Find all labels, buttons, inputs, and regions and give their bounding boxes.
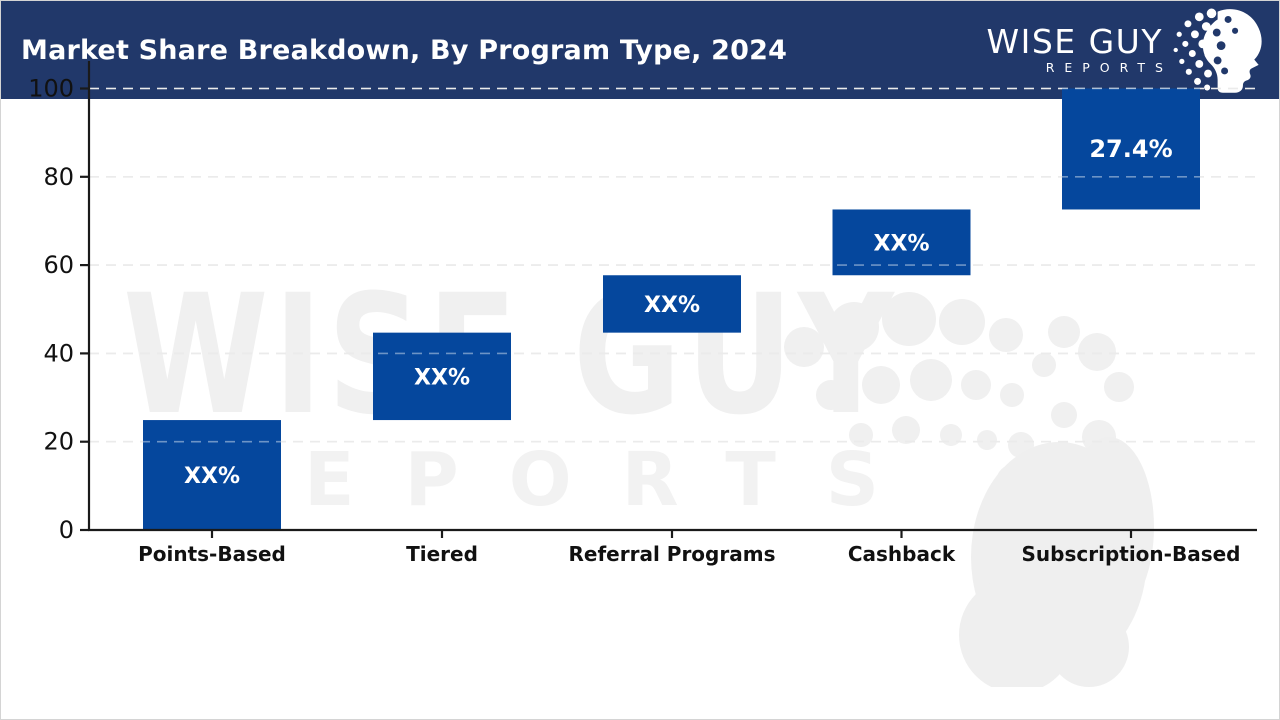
watermark-face-icon: [784, 292, 1154, 687]
watermark-brand-sub: REPORTS: [197, 437, 930, 523]
bar-value-label: XX%: [184, 464, 240, 489]
bar-value-label: XX%: [644, 293, 700, 318]
x-tick-label: Cashback: [848, 542, 956, 566]
bar-2: [603, 275, 741, 333]
bar-value-label: XX%: [874, 231, 930, 256]
y-tick-label: 40: [43, 339, 74, 367]
x-tick-label: Tiered: [406, 542, 478, 566]
logo-brand-name: WISE GUY: [986, 22, 1163, 62]
bar-value-label: XX%: [414, 365, 470, 390]
bar-4: [1062, 88, 1200, 210]
logo-face-icon: [1173, 8, 1262, 93]
logo-text: WISE GUY REPORTS: [986, 25, 1163, 75]
y-tick-label: 20: [43, 428, 74, 456]
page-title: Market Share Breakdown, By Program Type,…: [21, 34, 788, 66]
x-tick-label: Points-Based: [138, 542, 286, 566]
bar-plot: XX% XX% XX% XX% 27.4% 0 20 40 60 80 100 Points-Base…: [28, 61, 1257, 566]
bar-1: [373, 332, 511, 421]
bar-value-label: 27.4%: [1089, 135, 1172, 163]
chart-area: WISE GUY REPORTS: [1, 99, 1279, 719]
logo-brand-sub: REPORTS: [1045, 60, 1173, 76]
header: Market Share Breakdown, By Program Type,…: [1, 1, 1279, 99]
bar-0: [143, 420, 281, 530]
x-tick-label: Referral Programs: [569, 542, 776, 566]
y-tick-label: 100: [28, 75, 74, 103]
bar-3: [832, 209, 971, 276]
x-tick-label: Subscription-Based: [1022, 542, 1241, 566]
logo: WISE GUY REPORTS: [986, 6, 1263, 94]
y-tick-label: 60: [43, 251, 74, 279]
y-tick-label: 80: [43, 163, 74, 191]
y-tick-label: 0: [59, 516, 74, 544]
